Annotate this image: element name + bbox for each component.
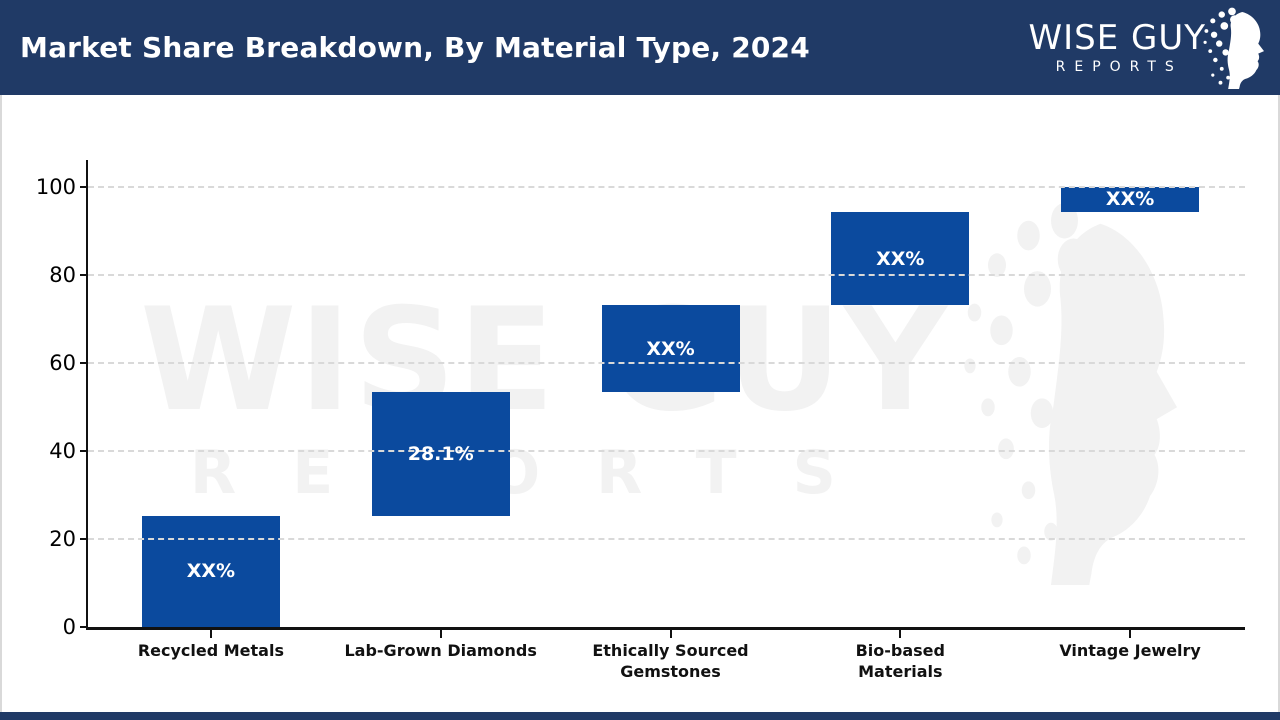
y-tick-label: 40 [49,438,76,463]
bar [371,391,510,516]
gridline [88,361,1245,364]
bar-value-label: XX% [1105,188,1155,211]
x-axis-tick [209,630,212,638]
y-axis-tick [80,185,88,188]
x-tick-label: Vintage Jewelry [1059,641,1201,660]
bar [141,515,280,627]
page-title: Market Share Breakdown, By Material Type… [20,31,810,64]
header-bar: Market Share Breakdown, By Material Type… [0,0,1280,95]
x-tick-label: Lab-Grown Diamonds [344,641,537,660]
y-tick-label: 20 [49,526,76,551]
y-tick-label: 100 [35,174,76,199]
y-axis-tick [80,273,88,276]
y-axis-line [86,160,88,630]
gridline [88,537,1245,540]
x-tick-label: Ethically Sourced Gemstones [592,641,749,681]
bar-value-label: XX% [876,247,925,270]
bar-value-label: XX% [186,560,236,583]
y-tick-label: 80 [49,262,76,287]
y-tick-label: 60 [49,350,76,375]
bar [831,212,970,306]
y-axis-tick [80,449,88,452]
bar [601,305,740,392]
wise-guy-reports-logo: WISE GUY REPORTS [1028,7,1264,89]
x-tick-label: Bio-based Materials [855,641,945,681]
bar-value-label: XX% [646,337,695,360]
bar-value-label: 28.1% [407,442,474,465]
gridline [88,273,1245,276]
gridline [88,185,1245,188]
logo-wordmark: WISE GUY [1028,18,1206,59]
y-axis-tick [80,626,88,628]
watermark-text-line2: REPORTS [190,438,892,508]
x-axis-tick [899,630,902,638]
logo-head-icon [1203,7,1264,89]
watermark-text-line1: WISE GUY [140,278,949,443]
x-axis-tick [1129,630,1132,638]
logo-subtitle: REPORTS [1055,58,1183,75]
gridline [88,449,1245,452]
bar [1061,186,1200,213]
y-tick-label: 0 [62,615,76,639]
x-axis-line [86,627,1245,630]
footer-bar [0,712,1280,720]
y-axis-tick [80,537,88,540]
logo-text: WISE GUY REPORTS [1028,18,1206,75]
y-axis-tick [80,361,88,364]
x-axis-tick [669,630,672,638]
x-axis-tick [439,630,442,638]
x-tick-label: Recycled Metals [137,641,284,660]
